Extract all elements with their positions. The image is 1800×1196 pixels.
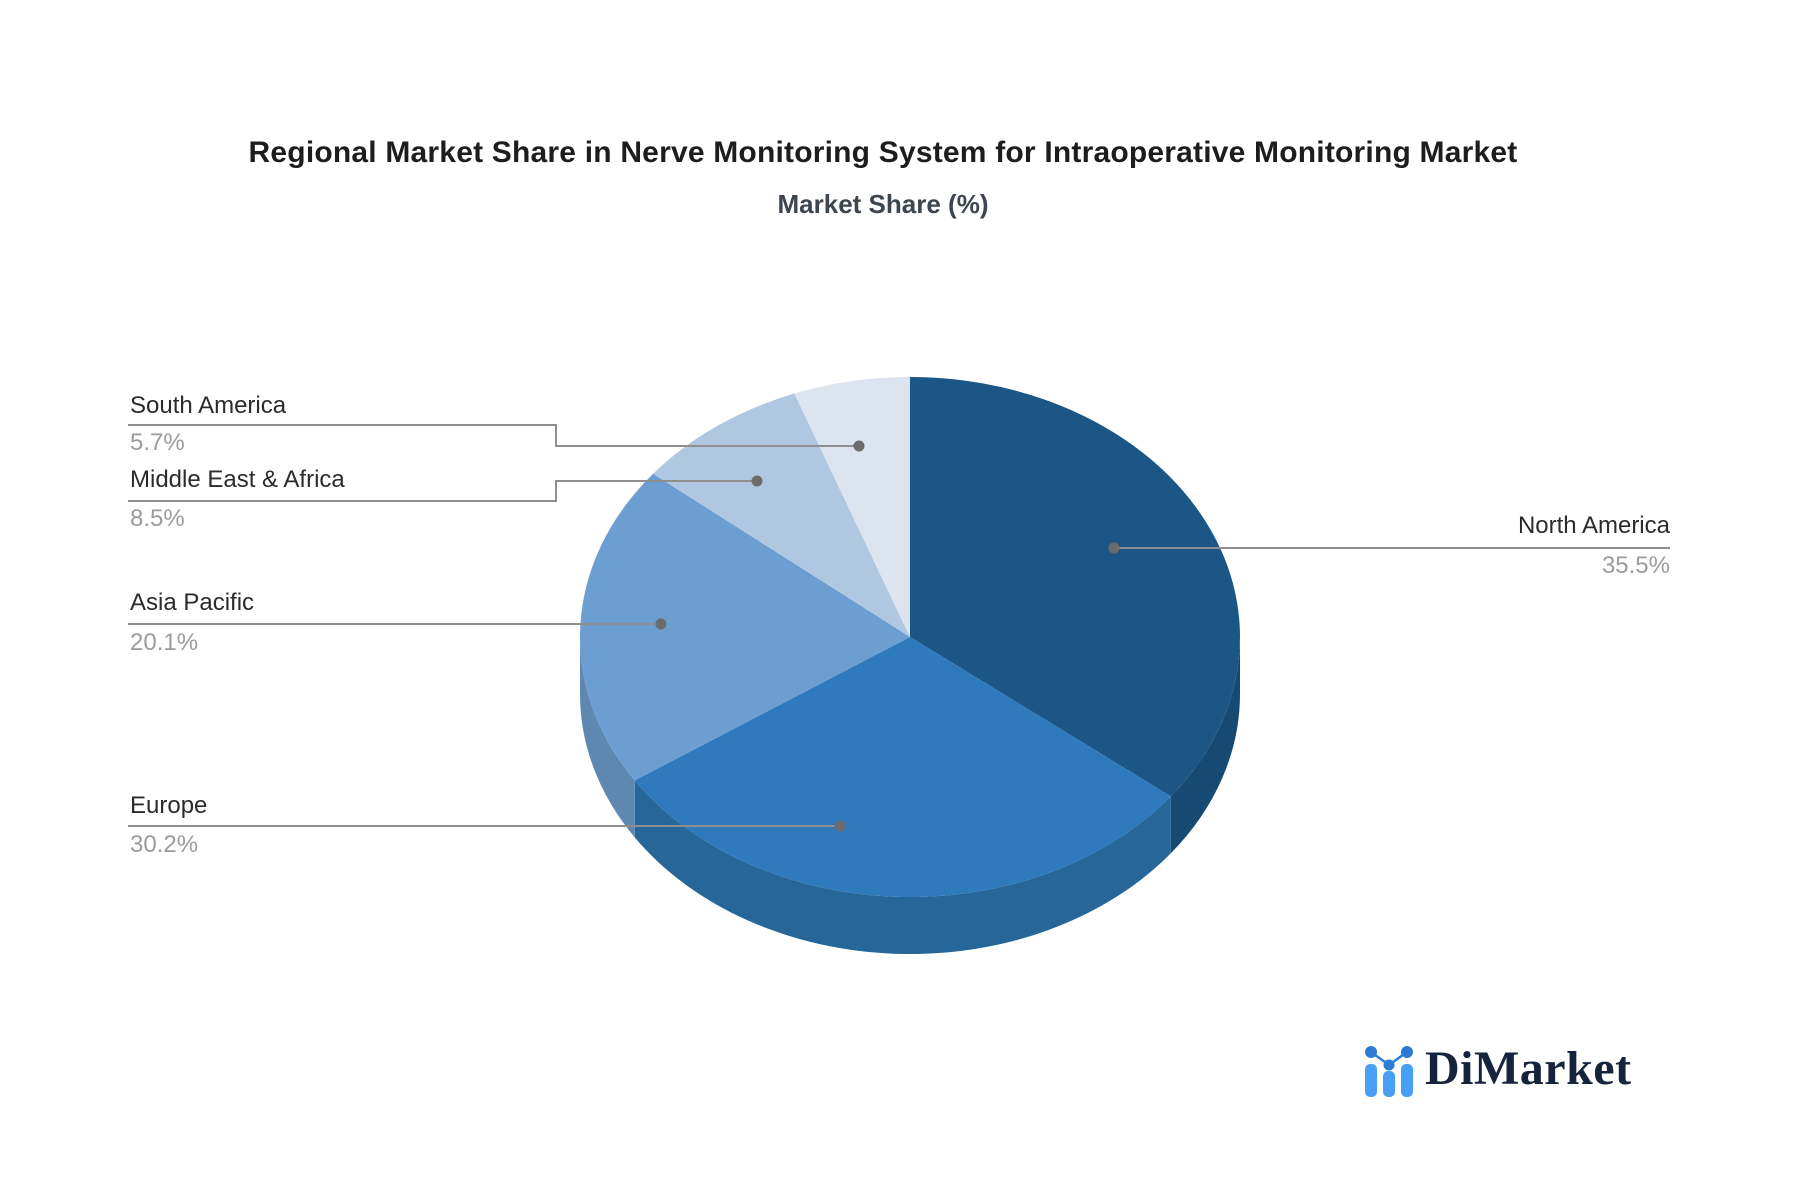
value-middle-east-africa: 8.5%	[130, 505, 185, 532]
chart-title: Regional Market Share in Nerve Monitorin…	[248, 136, 1518, 169]
chart-subtitle: Market Share (%)	[777, 189, 989, 219]
pie-slice-asia-pacific[interactable]	[579, 473, 910, 781]
label-south-america: South America	[130, 392, 287, 419]
value-europe: 30.2%	[130, 831, 199, 858]
label-north-america: North America	[1517, 512, 1670, 539]
pie-slice-north-america[interactable]	[910, 377, 1240, 797]
logo-bar-chart-icon	[1365, 1046, 1413, 1097]
connector-dot-asia-pacific	[655, 618, 667, 630]
value-south-america: 5.7%	[130, 429, 185, 456]
pie-slice-europe[interactable]	[634, 637, 1171, 897]
pie-slice-middle-east-africa[interactable]	[653, 393, 910, 637]
connector-dot-europe	[834, 820, 846, 832]
logo-brand-text: DiMarket	[1425, 1042, 1632, 1095]
value-asia-pacific: 20.1%	[130, 629, 199, 656]
logo: DiMarket	[1363, 1040, 1632, 1098]
pie-slice-side-north-america	[1170, 637, 1240, 854]
label-middle-east-africa: Middle East & Africa	[130, 466, 345, 493]
pie-slice-south-america[interactable]	[794, 377, 910, 637]
label-europe: Europe	[130, 792, 208, 819]
connector-dot-south-america	[853, 440, 865, 452]
connector-dot-middle-east-africa	[751, 475, 763, 487]
connector-middle-east-africa	[128, 480, 757, 502]
connector-south-america	[128, 424, 859, 447]
pie-slice-side-asia-pacific	[580, 637, 635, 838]
pie-slice-side-europe	[634, 780, 1171, 954]
label-asia-pacific: Asia Pacific	[130, 589, 255, 616]
value-north-america: 35.5%	[1601, 552, 1670, 579]
connector-dot-north-america	[1108, 542, 1120, 554]
